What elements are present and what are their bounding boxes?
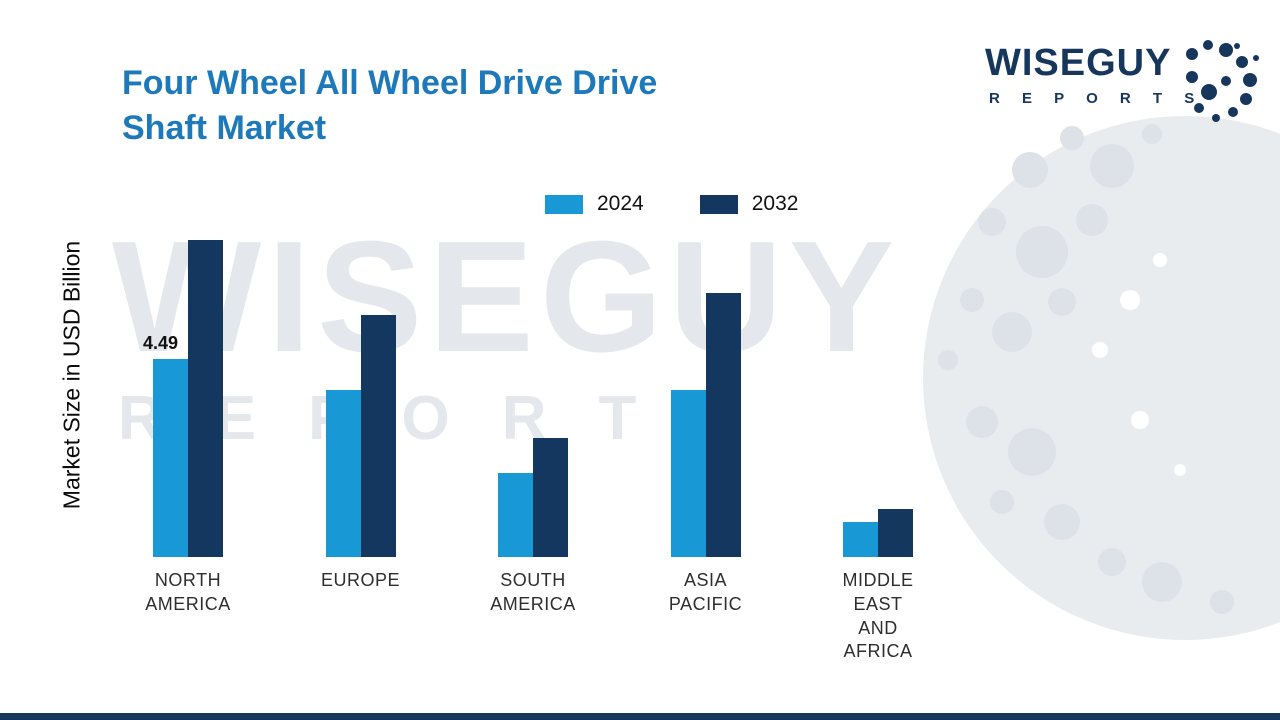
bar-pair (670, 227, 741, 557)
bar-chart: 4.49 NORTH AMERICA EUROPE SOUTH AMERICA ASIA… (108, 227, 958, 664)
bar-2032-4 (878, 509, 913, 557)
category-label: EUROPE (320, 570, 401, 590)
bar-group-0: 4.49 NORTH AMERICA (108, 227, 268, 664)
bar-group-1: EUROPE (281, 227, 441, 664)
category-label: SOUTH AMERICA (490, 570, 576, 614)
legend: 2024 2032 (545, 192, 798, 216)
bar-2024-2 (498, 473, 533, 557)
bar-2024-1 (325, 390, 361, 557)
bar-2032-3 (705, 293, 741, 557)
brand-name: WISEGUY (985, 42, 1172, 84)
legend-swatch (699, 194, 738, 214)
legend-label: 2024 (597, 192, 644, 215)
bar-group-2: SOUTH AMERICA (453, 227, 613, 664)
bar-2032-1 (360, 315, 396, 557)
bar-2024-4 (843, 522, 878, 557)
bar-2032-0 (188, 240, 223, 557)
bar-pair (325, 227, 396, 557)
bar-group-3: ASIA PACIFIC (626, 227, 786, 664)
category-label: ASIA PACIFIC (668, 570, 743, 614)
bar-2032-2 (533, 438, 568, 557)
legend-swatch (545, 194, 583, 214)
brand-logo: WISEGUY R E P O R T S (985, 44, 1203, 107)
data-label: 4.49 (143, 333, 179, 353)
bar-2024-0: 4.49 (143, 333, 188, 557)
bar-pair (498, 227, 568, 557)
bar-pair: 4.49 (143, 227, 223, 557)
footer-bar (0, 713, 1280, 720)
bar-2024-3 (670, 390, 706, 557)
y-axis-label: Market Size in USD Billion (58, 240, 85, 510)
brand-sub: R E P O R T S (989, 90, 1204, 107)
watermark-brand: WISEGUY (112, 209, 901, 385)
legend-item-2024: 2024 (545, 192, 644, 216)
bar-group-4: MIDDLE EAST AND AFRICA (798, 227, 958, 664)
category-label: MIDDLE EAST AND AFRICA (842, 570, 914, 662)
legend-item-2032: 2032 (699, 192, 799, 216)
page-title: Four Wheel All Wheel Drive Drive Shaft M… (122, 63, 658, 147)
bar-pair (843, 227, 913, 557)
logo-head-icon (1186, 40, 1259, 122)
category-label: NORTH AMERICA (145, 570, 231, 614)
legend-label: 2032 (751, 192, 799, 215)
